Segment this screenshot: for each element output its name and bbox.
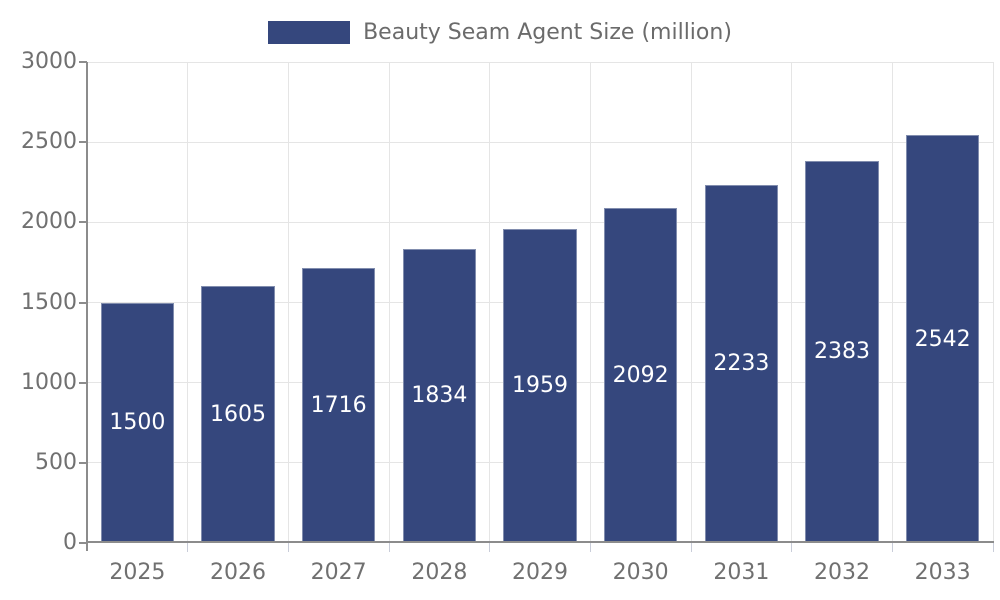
h-gridline	[87, 61, 993, 63]
bar-value-label: 2092	[612, 362, 669, 388]
x-axis-tick	[690, 543, 692, 552]
v-gridline	[589, 62, 591, 543]
plot-area: 1500 1605 1716 1834 1959 2092 2233 2383 2542	[87, 61, 994, 543]
bar-2028[interactable]: 1834	[402, 248, 477, 543]
x-axis-tick-label: 2029	[512, 560, 568, 585]
bar-2026[interactable]: 1605	[201, 285, 275, 543]
bar-value-label: 2383	[813, 339, 870, 365]
v-gridline	[891, 62, 893, 543]
y-axis-tick	[79, 461, 87, 464]
bar-2029[interactable]: 1959	[503, 228, 577, 543]
bar-2027[interactable]: 1716	[301, 267, 376, 543]
y-axis-tick	[79, 61, 87, 63]
v-gridline	[388, 62, 390, 543]
x-axis-tick-label: 2025	[109, 560, 166, 585]
y-axis-tick	[79, 381, 87, 384]
v-gridline	[992, 62, 994, 543]
y-axis-tick	[79, 542, 87, 544]
bar-value-label: 2233	[713, 351, 770, 377]
v-gridline	[287, 62, 289, 543]
x-axis-tick-label: 2027	[310, 560, 367, 585]
x-axis-tick	[187, 543, 189, 552]
y-axis-tick-label: 2500	[21, 129, 77, 155]
bar-2032[interactable]: 2383	[805, 160, 879, 543]
x-axis-tick-label: 2026	[210, 560, 266, 585]
v-gridline	[690, 62, 692, 543]
v-gridline	[187, 62, 189, 543]
bar-value-label: 1716	[310, 392, 367, 418]
bar-2031[interactable]: 2233	[704, 184, 779, 543]
bar-value-label: 1605	[209, 401, 266, 427]
x-axis-tick	[589, 543, 591, 552]
bar-value-label: 1834	[411, 383, 468, 409]
x-axis-tick	[791, 543, 793, 552]
legend-swatch-icon	[268, 20, 351, 44]
v-gridline	[791, 62, 793, 543]
y-axis-tick	[79, 301, 87, 304]
y-axis-tick-label: 1500	[21, 289, 77, 315]
y-axis-tick-label: 0	[63, 530, 77, 555]
x-axis-tick-label: 2028	[411, 560, 468, 585]
y-axis-tick-label: 2000	[21, 209, 77, 235]
y-axis-tick	[79, 221, 87, 224]
v-gridline	[489, 62, 491, 543]
h-gridline	[87, 141, 993, 143]
x-axis-line	[86, 541, 994, 543]
bar-2030[interactable]: 2092	[603, 207, 678, 543]
bar-2025[interactable]: 1500	[100, 302, 175, 543]
x-axis-tick	[891, 543, 893, 552]
y-axis-tick-label: 3000	[21, 49, 77, 74]
x-axis-tick	[489, 543, 491, 552]
x-axis-tick	[992, 543, 994, 552]
y-axis-tick	[79, 141, 87, 144]
x-axis-tick	[388, 543, 390, 552]
bar-value-label: 2542	[914, 326, 971, 352]
x-axis-tick-label: 2033	[914, 560, 971, 585]
legend-item[interactable]: Beauty Seam Agent Size (million)	[268, 20, 732, 45]
chart-legend: Beauty Seam Agent Size (million)	[0, 19, 1000, 45]
y-axis-tick-label: 1000	[21, 369, 77, 395]
legend-label: Beauty Seam Agent Size (million)	[363, 19, 732, 45]
h-gridline	[87, 221, 993, 223]
y-axis-line	[86, 62, 88, 551]
bar-2033[interactable]: 2542	[905, 135, 980, 543]
x-axis-tick-label: 2030	[612, 560, 669, 585]
x-axis-tick	[287, 543, 289, 552]
bar-value-label: 1500	[109, 410, 166, 436]
x-axis-tick-label: 2031	[713, 560, 770, 585]
y-axis-tick-label: 500	[35, 449, 77, 475]
bar-value-label: 1959	[511, 373, 568, 399]
x-axis-tick-label: 2032	[814, 560, 870, 585]
